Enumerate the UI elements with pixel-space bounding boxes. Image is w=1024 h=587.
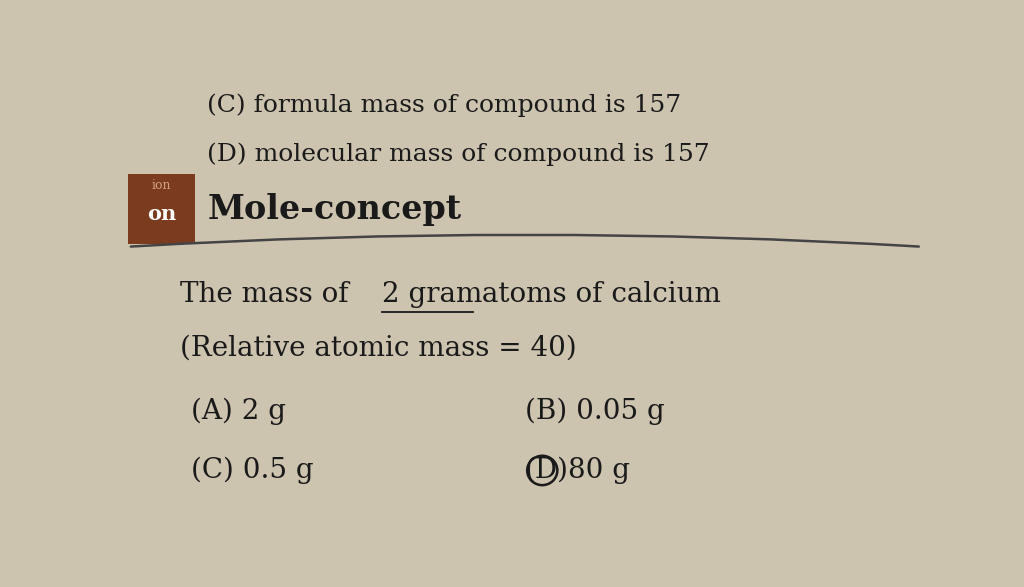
- Text: (B) 0.05 g: (B) 0.05 g: [524, 398, 665, 426]
- Text: The mass of: The mass of: [179, 281, 357, 308]
- Text: (D): (D): [524, 457, 568, 484]
- Text: on: on: [147, 204, 176, 224]
- Text: Mole-concept: Mole-concept: [207, 193, 462, 226]
- Text: (C) 0.5 g: (C) 0.5 g: [191, 457, 314, 484]
- Text: (A) 2 g: (A) 2 g: [191, 398, 287, 426]
- Text: 2 gram: 2 gram: [382, 281, 482, 308]
- Text: (D) molecular mass of compound is 157: (D) molecular mass of compound is 157: [207, 143, 710, 166]
- Text: (C) formula mass of compound is 157: (C) formula mass of compound is 157: [207, 93, 682, 117]
- Text: ion: ion: [152, 179, 171, 192]
- Text: (Relative atomic mass = 40): (Relative atomic mass = 40): [179, 335, 577, 362]
- FancyBboxPatch shape: [128, 174, 196, 244]
- Text: 80 g: 80 g: [568, 457, 631, 484]
- Text: atoms of calcium: atoms of calcium: [473, 281, 721, 308]
